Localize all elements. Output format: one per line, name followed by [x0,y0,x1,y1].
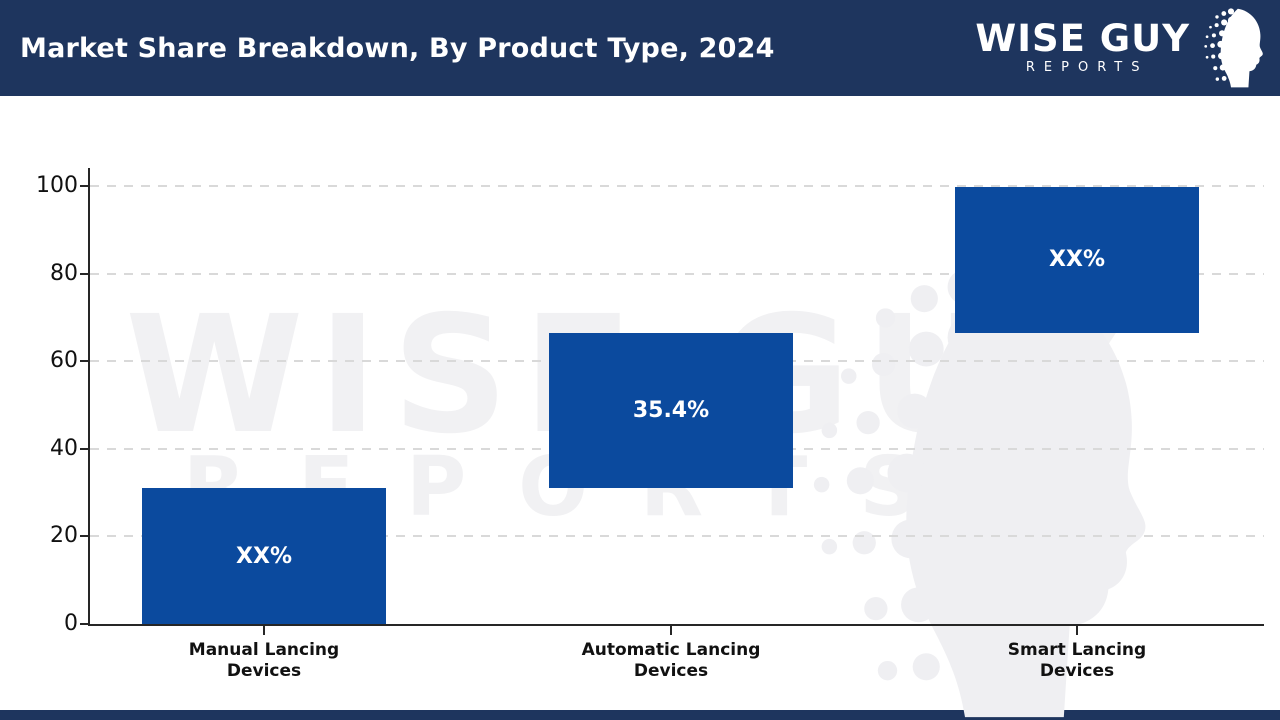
gridline-20 [90,535,1264,538]
y-tick-label-100: 100 [36,173,78,198]
chart-title: Market Share Breakdown, By Product Type,… [20,32,775,64]
y-tick-label-60: 60 [50,348,78,374]
category-label-line: Devices [633,661,709,681]
bar-value-label: 35.4% [632,397,710,423]
category-label-line: Devices [226,661,302,681]
y-axis-line [88,168,90,626]
category-label-line: Manual Lancing [188,640,340,660]
y-tick-mark-0 [80,623,88,625]
logo-subtext: REPORTS [1025,60,1149,75]
logo-face-icon [1204,8,1263,88]
y-tick-label-20: 20 [50,523,78,549]
y-tick-mark-60 [80,360,88,363]
category-label-3: Smart Lancing Devices [927,640,1227,682]
wise-guy-logo: WISE GUY REPORTS [975,6,1268,88]
y-tick-mark-40 [80,447,88,450]
logo-wordmark: WISE GUY [975,17,1190,60]
category-label-line: Smart Lancing [1007,640,1147,660]
y-tick-label-40: 40 [50,435,78,461]
y-tick-mark-20 [80,535,88,538]
gridline-100 [90,185,1264,187]
bar-value-label: XX% [1049,247,1105,273]
x-tick-mark-2 [670,626,672,635]
category-label-1: Manual Lancing Devices [114,640,414,682]
category-label-line: Devices [1039,661,1115,681]
logo-text: WISE GUY REPORTS [975,17,1190,76]
x-tick-mark-3 [1076,626,1078,635]
bar-2[interactable]: 35.4% [549,332,793,489]
x-axis-line [88,624,1264,626]
category-label-2: Automatic Lancing Devices [521,640,821,682]
y-tick-mark-100 [80,185,88,187]
bar-value-label: XX% [236,543,292,569]
y-tick-label-0: 0 [64,611,78,636]
y-tick-mark-80 [80,272,88,275]
category-label-line: Automatic Lancing [581,640,761,660]
bar-3[interactable]: XX% [955,186,1199,333]
x-tick-mark-1 [263,626,265,635]
y-tick-label-80: 80 [50,260,78,286]
bar-1[interactable]: XX% [142,488,386,624]
header-bar: Market Share Breakdown, By Product Type,… [0,0,1280,96]
gridline-80 [90,272,1264,275]
footer-bar [0,710,1280,720]
